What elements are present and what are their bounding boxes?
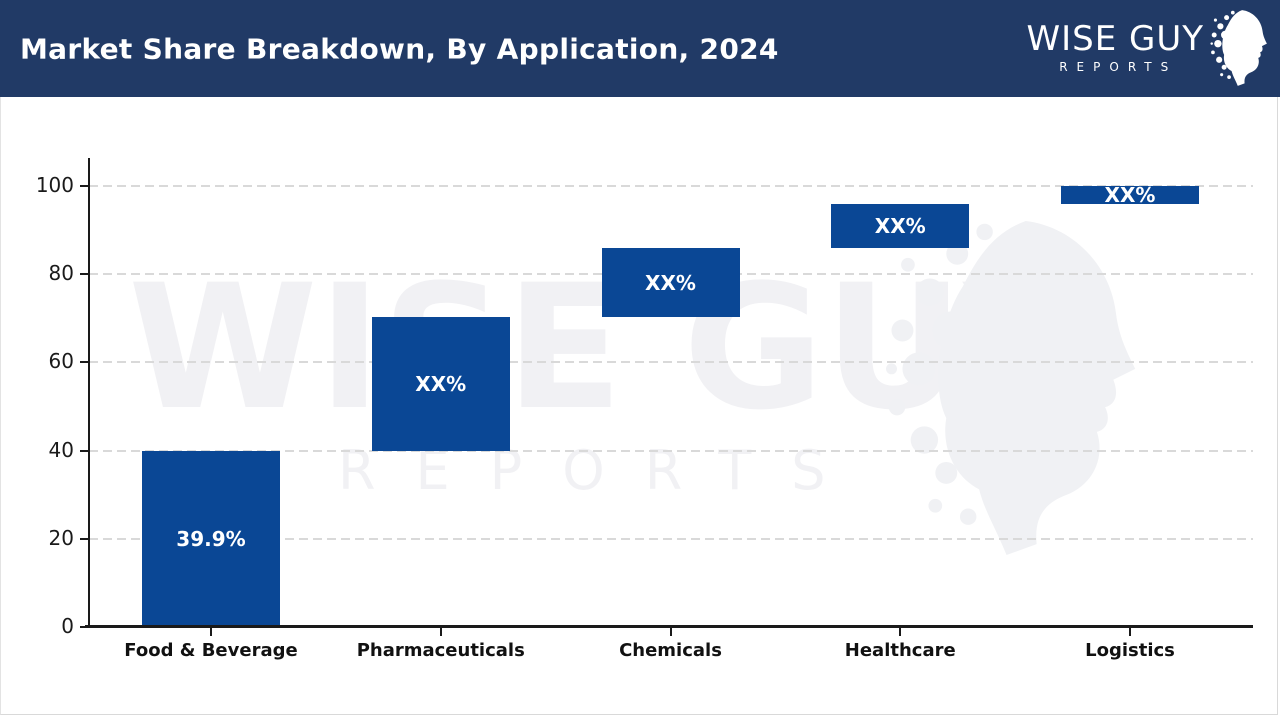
bar-logistics: XX% [1061, 182, 1199, 207]
bar-value-label: XX% [645, 270, 696, 295]
y-tick-mark [80, 361, 88, 364]
x-tick-mark [899, 628, 902, 636]
bar-chemicals: XX% [601, 248, 740, 317]
category-label-healthcare: Healthcare [844, 640, 956, 661]
y-axis-line [88, 158, 90, 627]
gridline-y100 [89, 185, 1253, 187]
watermark-subtext: REPORTS [338, 439, 866, 502]
gridline-y40 [89, 449, 1253, 452]
logo-head-icon [1208, 7, 1270, 89]
y-tick-label: 60 [48, 349, 74, 374]
x-tick-mark [1129, 628, 1131, 636]
bar-pharmaceuticals: XX% [371, 316, 510, 452]
y-tick-mark [80, 626, 88, 628]
y-tick-label: 100 [35, 173, 74, 197]
logo-wordmark: WISE GUY [1026, 18, 1204, 59]
bar-healthcare: XX% [831, 203, 970, 249]
bar-value-label: XX% [1104, 182, 1156, 207]
watermark-head-icon [852, 210, 1172, 566]
category-label-chemicals: Chemicals [619, 640, 722, 661]
y-tick-label: 80 [48, 261, 74, 286]
x-tick-mark [669, 628, 672, 636]
y-tick-label: 20 [48, 525, 74, 550]
x-tick-mark [210, 628, 212, 636]
y-tick-label: 0 [61, 614, 74, 638]
x-axis-line [85, 625, 1253, 628]
bar-value-label: 39.9% [176, 527, 246, 551]
page-title: Market Share Breakdown, By Application, … [20, 32, 779, 65]
bar-value-label: XX% [415, 372, 467, 396]
y-tick-label: 40 [48, 437, 74, 462]
logo-text: WISE GUY REPORTS [1026, 18, 1204, 75]
header-bar: Market Share Breakdown, By Application, … [0, 0, 1280, 97]
wise-guy-reports-logo: WISE GUY REPORTS [1020, 4, 1270, 92]
category-label-logistics: Logistics [1085, 640, 1175, 661]
category-label-food-beverage: Food & Beverage [124, 640, 298, 661]
y-tick-mark [80, 537, 88, 540]
gridline-y20 [89, 537, 1253, 540]
y-tick-mark [80, 449, 88, 452]
y-tick-mark [80, 273, 88, 276]
category-label-pharmaceuticals: Pharmaceuticals [356, 640, 525, 661]
x-tick-mark [439, 628, 442, 636]
bar-food-beverage: 39.9% [142, 451, 280, 627]
bar-value-label: XX% [874, 213, 926, 238]
gridline-y60 [89, 361, 1253, 364]
logo-subtext: REPORTS [1059, 60, 1178, 75]
y-tick-mark [80, 185, 88, 187]
